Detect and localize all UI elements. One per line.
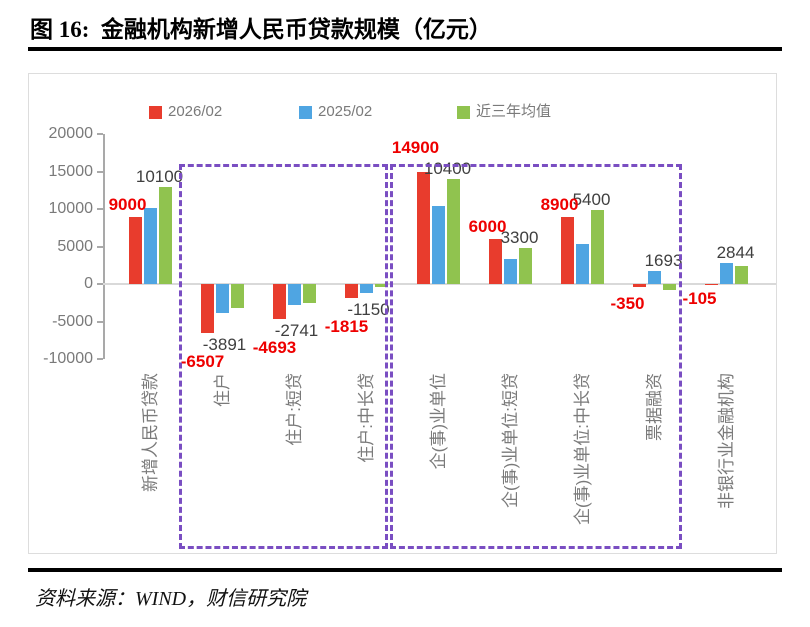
bar-2025-02-2 <box>288 284 301 305</box>
bar-2025-02-4 <box>432 206 445 284</box>
bar-------2 <box>303 284 316 303</box>
bar-2025-02-5 <box>504 259 517 284</box>
category-label-text: 非银行业金融机构 <box>716 373 736 509</box>
legend-swatch <box>299 105 312 119</box>
y-axis-tick <box>97 133 103 135</box>
value-label-2026-02: -4693 <box>252 338 297 358</box>
legend-item-2025-02: 2025/02 <box>299 104 372 120</box>
value-label-2025-02: 10400 <box>423 159 472 178</box>
bar-------5 <box>519 248 532 284</box>
bar-------4 <box>447 179 460 284</box>
value-label-2025-02: 5400 <box>572 189 611 209</box>
bar-2025-02-8 <box>720 262 733 284</box>
bar-2025-02-3 <box>360 284 373 293</box>
y-axis <box>103 134 105 359</box>
figure-title: 图 16: 金融机构新增人民币贷款规模（亿元） <box>30 17 492 42</box>
legend-label: 2025/02 <box>318 103 373 120</box>
y-axis-tick-label: -5000 <box>52 312 93 330</box>
value-label-2026-02: 8900 <box>540 195 579 215</box>
value-label-2025-02: -1150 <box>347 299 390 319</box>
category-label-6: 企(事)业单位:中长贷 <box>572 373 594 573</box>
value-label-2026-02: 6000 <box>468 217 507 236</box>
y-axis-tick-label: -10000 <box>43 350 93 367</box>
source-rule <box>28 568 782 572</box>
category-label-3: 住户:中长贷 <box>356 373 378 573</box>
bar-2026-02-0 <box>129 216 142 284</box>
value-label-2025-02: 3300 <box>500 228 539 247</box>
legend-item------: 近三年均值 <box>457 104 551 120</box>
value-label-2026-02: -350 <box>610 294 645 313</box>
bar-2026-02-6 <box>561 217 574 284</box>
value-label-2026-02: 9000 <box>108 194 147 214</box>
legend-label: 2026/02 <box>168 103 223 120</box>
category-label-2: 住户:短贷 <box>284 373 306 573</box>
y-axis-tick <box>97 283 103 285</box>
value-label-2026-02: -6507 <box>180 351 225 371</box>
y-axis-tick-label: 10000 <box>48 200 94 217</box>
category-label-0: 新增人民币贷款 <box>140 373 162 573</box>
bar-2026-02-4 <box>417 172 430 284</box>
category-label-text: 企(事)业单位 <box>428 373 448 470</box>
legend-item-2026-02: 2026/02 <box>149 104 222 120</box>
category-label-text: 住户:短贷 <box>284 373 304 446</box>
bar-2026-02-1 <box>201 284 214 333</box>
bar-2026-02-3 <box>345 284 358 298</box>
value-label-2026-02: -1815 <box>324 316 369 336</box>
category-label-4: 企(事)业单位 <box>428 373 450 573</box>
y-axis-tick-label: 0 <box>84 275 93 292</box>
bar-------7 <box>663 284 676 290</box>
category-label-text: 住户:中长贷 <box>356 373 376 463</box>
legend-swatch <box>457 105 470 119</box>
source-text: 资料来源：WIND，财信研究院 <box>35 588 307 610</box>
bar-------0 <box>159 186 172 284</box>
bar-------6 <box>591 209 604 284</box>
y-axis-tick <box>97 320 103 323</box>
y-axis-tick <box>97 208 103 210</box>
y-axis-tick <box>97 170 103 173</box>
category-label-1: 住户 <box>212 373 234 573</box>
y-axis-tick <box>97 245 103 248</box>
title-rule <box>28 47 782 51</box>
y-axis-tick <box>97 358 103 360</box>
category-label-text: 住户 <box>212 373 232 407</box>
bar-------8 <box>735 266 748 284</box>
bar-2025-02-1 <box>216 284 229 314</box>
category-label-5: 企(事)业单位:短贷 <box>500 373 522 573</box>
bar-2025-02-0 <box>144 208 157 284</box>
bar-2026-02-8 <box>705 284 718 285</box>
category-label-7: 票据融资 <box>644 373 666 573</box>
value-label-2026-02: 14900 <box>391 138 440 158</box>
legend-swatch <box>149 105 162 119</box>
bar-2025-02-7 <box>648 271 661 284</box>
value-label-2025-02: 10100 <box>135 166 184 186</box>
value-label-2025-02: 2844 <box>716 242 755 262</box>
bar-chart: 2026/02 2025/02 近三年均值 20000 15000 10000 5000 0… <box>28 73 777 554</box>
value-label-2025-02: -2741 <box>274 321 319 341</box>
bar-------1 <box>231 284 244 308</box>
category-label-text: 新增人民币贷款 <box>140 373 160 492</box>
category-label-8: 非银行业金融机构 <box>716 373 738 573</box>
bar-2025-02-6 <box>576 243 589 284</box>
bar-2026-02-5 <box>489 239 502 284</box>
category-label-text: 票据融资 <box>644 373 664 441</box>
bar-2026-02-7 <box>633 284 646 287</box>
y-axis-tick-label: 15000 <box>48 162 94 180</box>
bar-------3 <box>375 284 388 287</box>
y-axis-tick-label: 20000 <box>48 125 94 142</box>
value-label-2026-02: -105 <box>682 288 717 308</box>
category-label-text: 企(事)业单位:中长贷 <box>572 373 592 526</box>
legend-label: 近三年均值 <box>476 103 552 120</box>
bar-2026-02-2 <box>273 284 286 320</box>
y-axis-tick-label: 5000 <box>57 237 93 255</box>
category-label-text: 企(事)业单位:短贷 <box>500 373 520 509</box>
value-label-2025-02: -3891 <box>202 334 247 354</box>
value-label-2025-02: 1693 <box>644 251 683 271</box>
zero-gridline <box>103 283 776 285</box>
